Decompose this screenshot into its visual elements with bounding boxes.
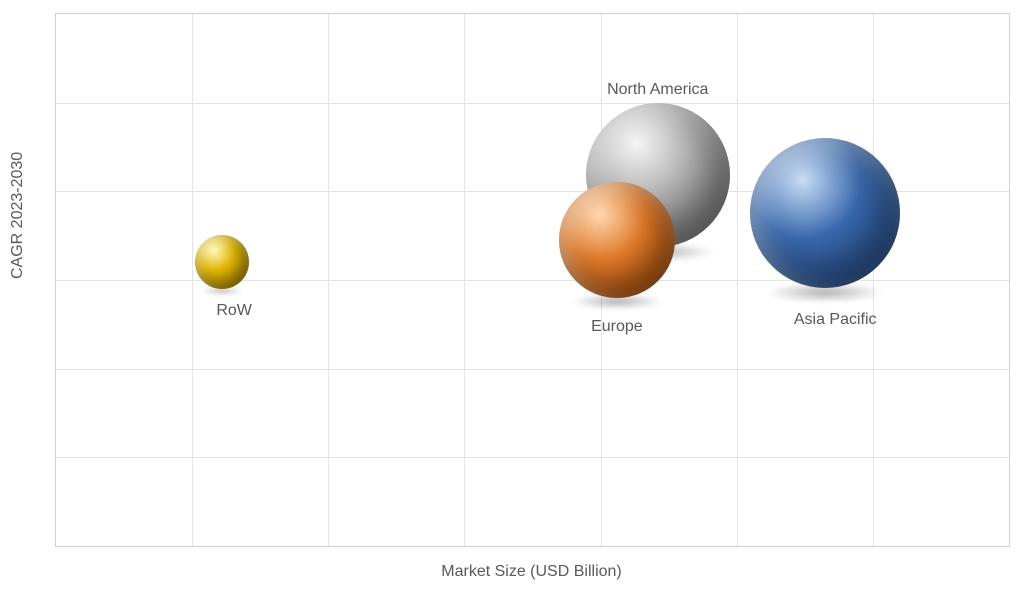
x-axis-label: Market Size (USD Billion): [441, 563, 621, 581]
bubble-label-row: RoW: [216, 302, 252, 320]
gridline-h: [56, 103, 1009, 104]
bubble-label-north-america: North America: [607, 81, 708, 99]
bubble-sphere: [195, 235, 249, 289]
gridline-h: [56, 457, 1009, 458]
gridline-h: [56, 369, 1009, 370]
plot-area: North America Europe Asia Pacific RoW: [55, 13, 1010, 547]
bubble-sphere: [750, 138, 900, 288]
bubble-sphere: [559, 182, 675, 298]
bubble-chart: North AmericaEuropeAsia PacificRoW CAGR …: [0, 0, 1024, 601]
gridline-h: [56, 280, 1009, 281]
bubble-label-asia-pacific: Asia Pacific: [794, 311, 877, 329]
bubble-label-europe: Europe: [591, 318, 643, 336]
